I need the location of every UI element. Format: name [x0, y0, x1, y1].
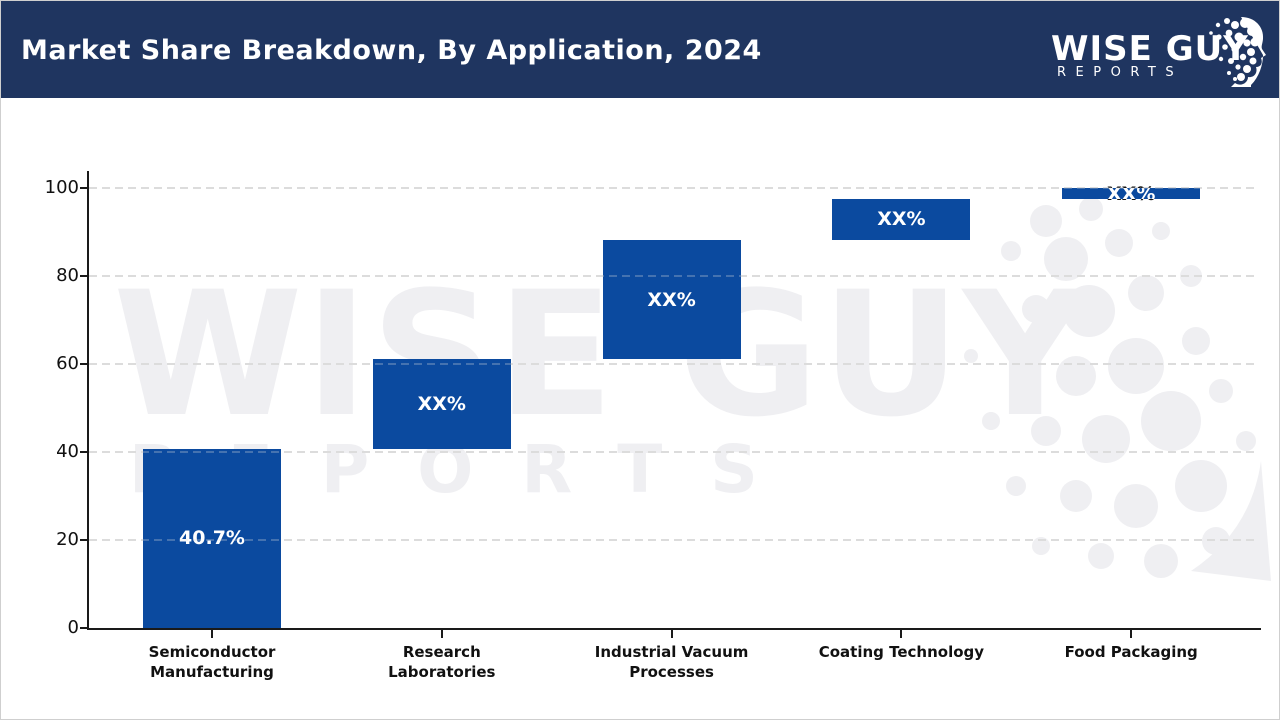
bar-value-label: 40.7% [179, 527, 245, 550]
gridline-y40 [89, 451, 1259, 453]
gridline-overlay-y20 [89, 539, 1259, 541]
x-axis-category-label: Semiconductor Manufacturing [97, 642, 327, 682]
bar-5: XX% [1062, 188, 1201, 199]
x-axis-tickmark [670, 630, 673, 638]
x-axis-category-line: Food Packaging [1064, 643, 1198, 661]
gridline-overlay-y80 [89, 275, 1259, 277]
brand-logo-subtext: REPORTS [1057, 65, 1184, 80]
x-axis-category-label: Research Laboratories [327, 642, 557, 682]
gridline-overlay-y100 [89, 187, 1259, 189]
brand-face-icon [1209, 17, 1266, 87]
bar-1: 40.7% [143, 448, 281, 628]
y-axis-tick-label: 100 [44, 177, 79, 198]
bar-4: XX% [832, 199, 971, 240]
x-axis-category-line: Laboratories [388, 663, 496, 681]
y-axis-tickmark [80, 187, 88, 189]
plot-area: 02040608010040.7%40.7%XX%XX%XX%XX%XX%XX%… [1, 98, 1279, 718]
bar-value-label: XX% [417, 393, 466, 416]
y-axis-tick-label: 80 [56, 265, 79, 286]
x-axis-tickmark [211, 630, 213, 638]
gridline-overlay-y40 [89, 451, 1259, 453]
x-axis-tickmark [1130, 630, 1133, 638]
x-axis-spine [87, 628, 1261, 630]
y-axis-tickmark [80, 451, 88, 453]
x-axis-category-line: Semiconductor [148, 643, 276, 661]
bar-3: XX% [602, 239, 741, 360]
x-axis-category-line: Industrial Vacuum [594, 643, 749, 661]
x-axis-tickmark [440, 630, 443, 638]
y-axis-tick-label: 20 [56, 529, 79, 550]
y-axis-tickmark [80, 627, 88, 629]
x-axis-category-line: Processes [629, 663, 714, 681]
y-axis-tickmark [80, 275, 88, 277]
x-axis-category-line: Research [402, 643, 481, 661]
y-axis-spine [87, 171, 89, 630]
x-axis-category-line: Manufacturing [150, 663, 274, 681]
x-axis-category-label: Industrial Vacuum Processes [557, 642, 787, 682]
bar-value-label: XX% [1107, 188, 1156, 199]
x-axis-category-label: Food Packaging [1016, 642, 1246, 662]
bar-value-label: XX% [877, 208, 926, 231]
gridline-overlay-y60 [89, 363, 1259, 365]
chart-title: Market Share Breakdown, By Application, … [21, 35, 762, 66]
x-axis-category-line: Coating Technology [818, 643, 985, 661]
x-axis-tickmark [900, 630, 903, 638]
gridline-y100 [89, 187, 1259, 189]
gridline-y20 [89, 539, 1259, 541]
x-axis-category-label: Coating Technology [786, 642, 1016, 662]
header-bar: Market Share Breakdown, By Application, … [1, 1, 1279, 98]
y-axis-tickmark [80, 363, 88, 365]
y-axis-tick-label: 40 [56, 441, 79, 462]
bar-value-label: XX% [647, 288, 696, 311]
y-axis-tick-label: 0 [67, 617, 79, 638]
gridline-y60 [89, 363, 1259, 365]
brand-logo: WISE GUY REPORTS [1013, 13, 1266, 88]
y-axis-tick-label: 60 [56, 353, 79, 374]
bar-2: XX% [372, 359, 511, 449]
y-axis-tickmark [80, 539, 88, 541]
